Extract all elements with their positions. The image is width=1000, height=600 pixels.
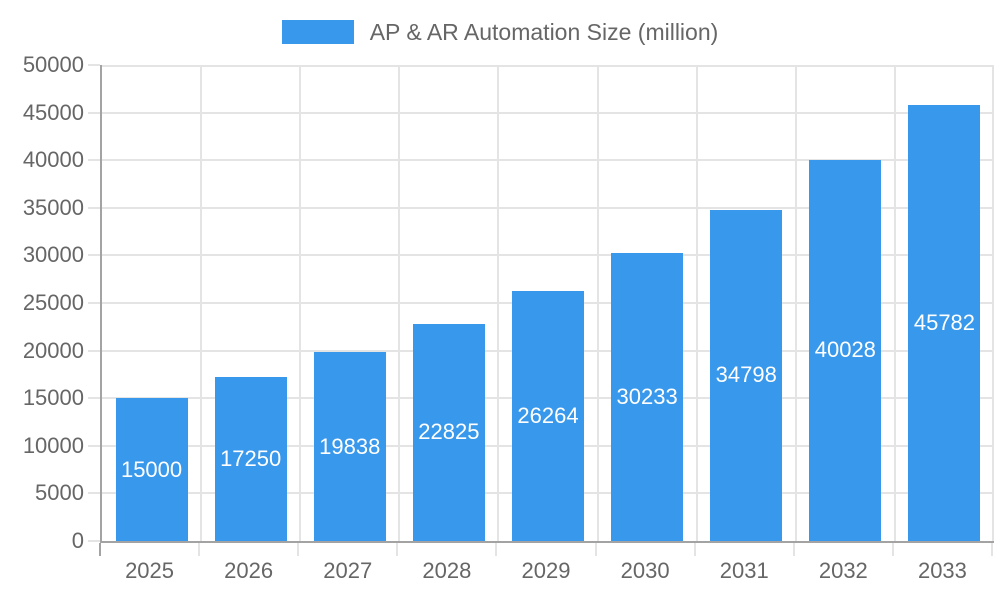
y-tick-label: 5000	[35, 480, 84, 506]
bar-value-label: 45782	[913, 310, 976, 336]
y-tick-label: 15000	[22, 385, 84, 411]
y-axis-tick	[88, 64, 100, 66]
x-axis-tick	[891, 543, 894, 556]
bar-2026[interactable]: 17250	[214, 376, 287, 541]
x-gridline	[794, 65, 797, 541]
x-tick-label: 2026	[224, 558, 274, 583]
chart-legend[interactable]: AP & AR Automation Size (million)	[0, 12, 1000, 52]
y-axis-tick	[88, 111, 100, 114]
y-gridline	[102, 206, 994, 209]
x-axis-tick	[495, 543, 498, 556]
x-tick-label: 2031	[719, 558, 769, 583]
y-axis-tick	[88, 302, 100, 304]
x-gridline	[497, 65, 500, 541]
y-axis-tick	[88, 540, 100, 542]
y-axis-tick	[88, 254, 100, 257]
x-axis-tick	[991, 543, 993, 556]
bar-value-label: 34798	[715, 362, 777, 388]
x-tick-label: 2032	[818, 558, 868, 583]
y-axis-tick	[88, 492, 100, 495]
bar-value-label: 30233	[616, 384, 678, 410]
y-gridline	[102, 254, 994, 257]
bar-2029[interactable]: 26264	[512, 290, 584, 541]
x-tick-label: 2028	[422, 558, 472, 583]
bar-2032[interactable]: 40028	[809, 159, 882, 541]
x-axis-tick	[594, 543, 597, 556]
bar-value-label: 17250	[220, 445, 282, 471]
bar-value-label: 26264	[517, 402, 579, 428]
x-tick-label: 2030	[620, 558, 670, 583]
y-axis-tick	[88, 159, 100, 162]
bar-2031[interactable]: 34798	[710, 209, 783, 541]
x-gridline	[695, 65, 698, 541]
bar-2030[interactable]: 30233	[611, 253, 684, 541]
y-tick-label: 0	[71, 528, 84, 553]
legend-swatch	[281, 20, 354, 44]
x-gridline	[596, 65, 599, 541]
bar-2025[interactable]: 15000	[115, 398, 188, 541]
x-gridline	[299, 65, 302, 541]
y-tick-label: 10000	[22, 432, 84, 458]
bar-2027[interactable]: 19838	[313, 352, 386, 541]
y-tick-label: 20000	[22, 337, 84, 363]
y-axis-tick	[88, 397, 100, 400]
y-axis-tick	[88, 444, 100, 447]
x-tick-label: 2027	[323, 558, 373, 583]
y-gridline	[102, 111, 994, 114]
x-tick-label: 2029	[521, 558, 571, 583]
y-gridline	[102, 65, 994, 67]
plot-area: 15000 17250 19838 22825 26264 30233 34798 40028…	[100, 65, 994, 543]
y-tick-label: 30000	[22, 242, 84, 268]
x-gridline	[992, 65, 994, 541]
x-gridline	[200, 65, 203, 541]
x-axis-tick	[198, 543, 201, 556]
bar-2028[interactable]: 22825	[412, 323, 485, 541]
x-tick-label: 2025	[125, 558, 175, 583]
y-axis-tick	[88, 206, 100, 209]
bar-value-label: 15000	[120, 456, 183, 482]
y-tick-label: 50000	[22, 52, 84, 77]
x-gridline	[398, 65, 401, 541]
y-axis-tick	[88, 349, 100, 352]
x-axis-tick	[792, 543, 795, 556]
bar-value-label: 22825	[418, 419, 480, 445]
y-tick-label: 40000	[22, 147, 84, 173]
y-tick-label: 45000	[22, 99, 84, 125]
bar-value-label: 40028	[814, 337, 876, 363]
y-tick-label: 25000	[22, 290, 84, 315]
x-tick-label: 2033	[917, 558, 967, 583]
x-axis-tick	[297, 543, 300, 556]
legend-label: AP & AR Automation Size (million)	[369, 19, 719, 45]
x-gridline	[893, 65, 896, 541]
bar-2033[interactable]: 45782	[908, 105, 981, 541]
x-axis-tick	[396, 543, 399, 556]
y-tick-label: 35000	[22, 194, 84, 220]
bar-value-label: 19838	[319, 433, 381, 459]
x-axis-tick	[693, 543, 696, 556]
x-axis-tick	[99, 543, 101, 556]
y-gridline	[102, 159, 994, 162]
